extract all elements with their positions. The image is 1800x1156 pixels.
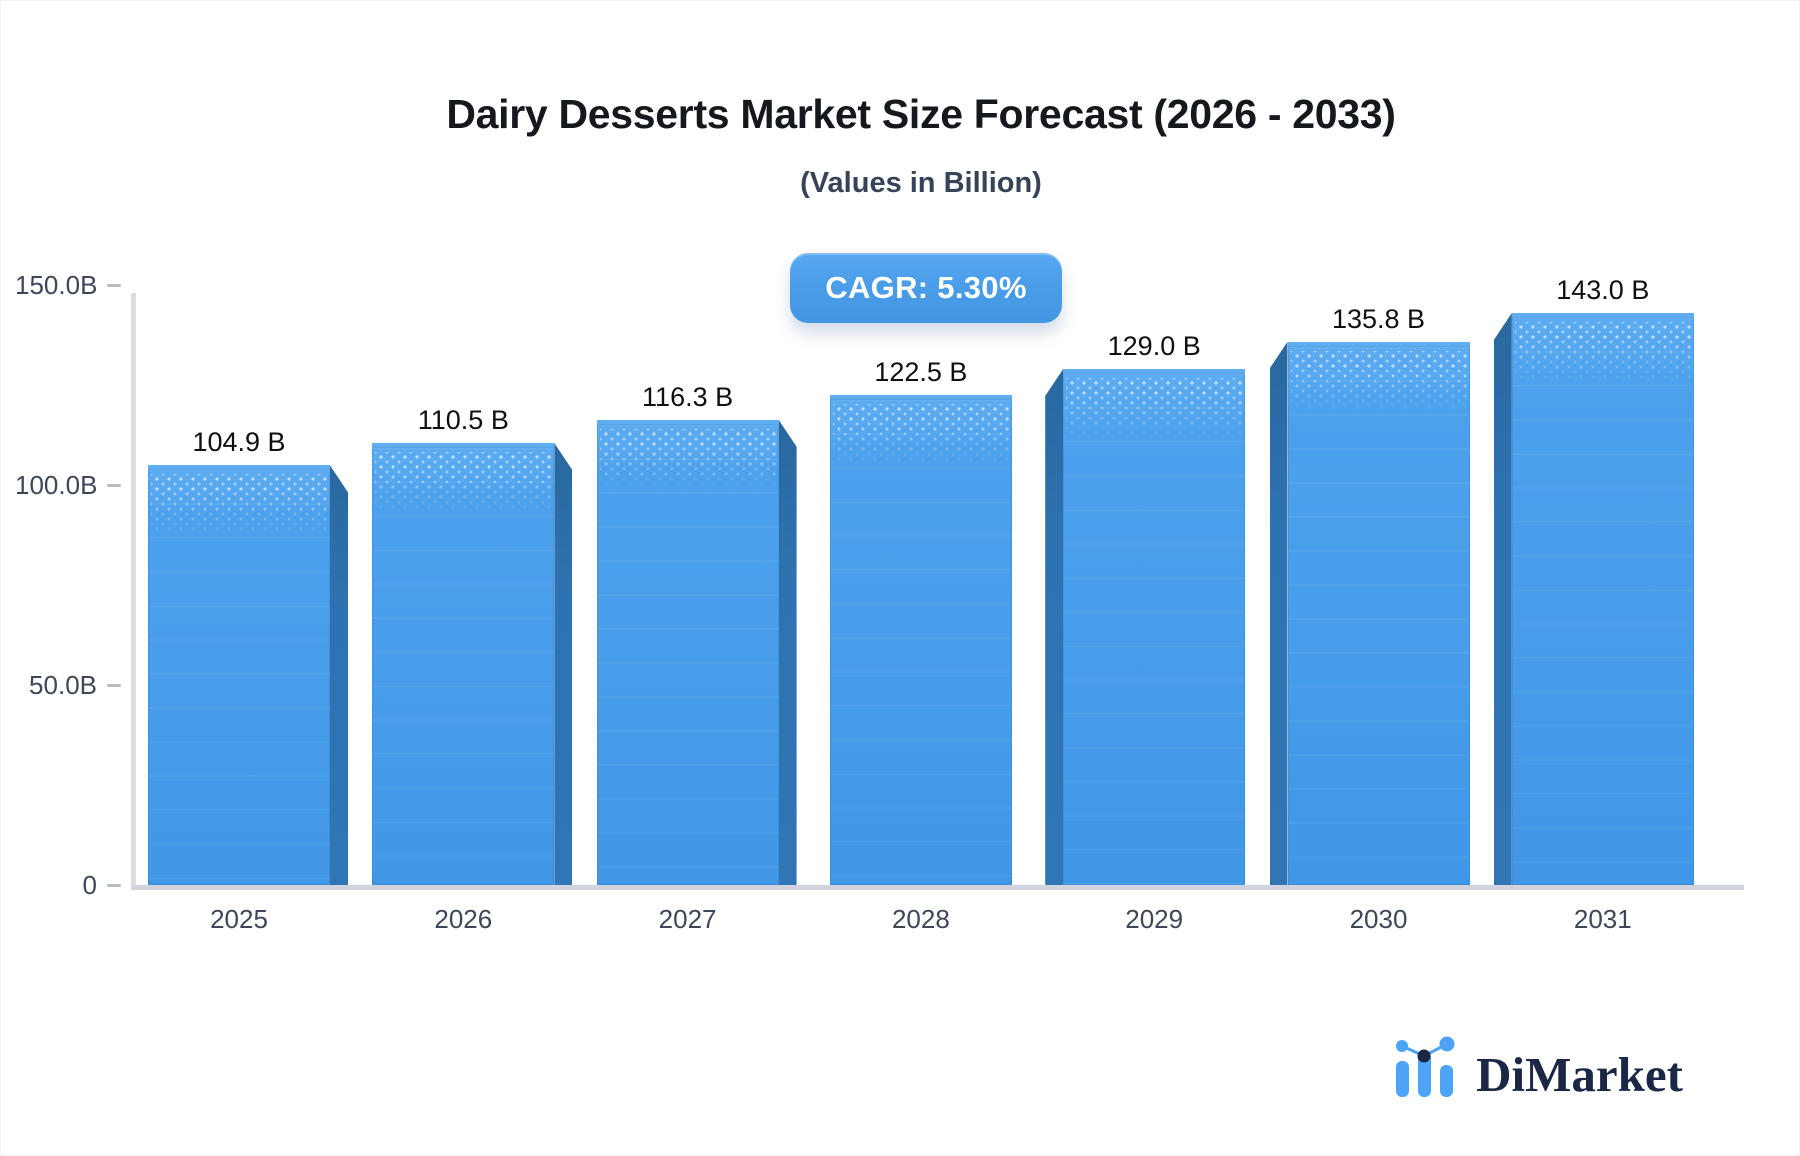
bar-face bbox=[1063, 369, 1246, 885]
bar-3d-edge bbox=[1045, 369, 1064, 885]
x-axis-label-2030: 2030 bbox=[1349, 904, 1408, 934]
y-axis-tick bbox=[107, 284, 121, 287]
y-axis-line bbox=[131, 293, 136, 890]
bar-value-label: 143.0 B bbox=[1556, 275, 1650, 305]
x-axis-baseline bbox=[131, 885, 1744, 890]
bar-3d-edge bbox=[1493, 313, 1512, 885]
chart-subtitle: (Values in Billion) bbox=[800, 167, 1042, 199]
bar-3d-edge bbox=[1269, 341, 1288, 885]
bar-face bbox=[829, 395, 1012, 885]
bar-3d-edge bbox=[778, 419, 797, 885]
bar-texture-dots bbox=[375, 452, 552, 514]
x-axis-label-2031: 2031 bbox=[1573, 904, 1632, 934]
y-axis-label: 100.0B bbox=[15, 470, 98, 500]
bar-2025 bbox=[148, 465, 348, 885]
bar-value-label: 110.5 B bbox=[417, 405, 509, 435]
x-axis-label-2029: 2029 bbox=[1125, 904, 1184, 934]
bar-value-label: 104.9 B bbox=[192, 427, 286, 458]
y-axis-label: 50.0B bbox=[29, 670, 97, 700]
y-axis-label: 150.0B bbox=[15, 270, 98, 300]
brand-logo: DiMarket bbox=[1394, 1035, 1683, 1099]
y-axis-label: 0 bbox=[82, 870, 97, 900]
bar-texture-dots bbox=[1066, 378, 1243, 440]
bar-texture-dots bbox=[832, 404, 1009, 466]
bar-face bbox=[372, 443, 555, 885]
bar-2026 bbox=[372, 443, 573, 885]
bar-face bbox=[1511, 313, 1694, 885]
logo-dot-right bbox=[1439, 1036, 1455, 1052]
bar-face bbox=[148, 465, 330, 885]
bar-texture-dots bbox=[1290, 350, 1467, 413]
bar-value-label: 129.0 B bbox=[1107, 331, 1201, 361]
y-axis-tick bbox=[107, 884, 121, 887]
bar-3d-edge bbox=[330, 465, 348, 885]
bar-texture-dots bbox=[599, 428, 776, 491]
bar-2030 bbox=[1269, 341, 1470, 885]
bar-2029 bbox=[1045, 369, 1246, 885]
bar-value-label: 135.8 B bbox=[1331, 303, 1426, 334]
bar-texture-dots bbox=[1514, 322, 1691, 384]
brand-name: DiMarket bbox=[1476, 1047, 1683, 1102]
chart-title: Dairy Desserts Market Size Forecast (202… bbox=[446, 91, 1396, 137]
x-axis-label-2027: 2027 bbox=[658, 904, 717, 934]
mini-bar-line-chart-icon bbox=[1396, 1036, 1455, 1097]
logo-dot-left bbox=[1396, 1040, 1409, 1052]
x-axis-label-2028: 2028 bbox=[891, 904, 950, 934]
bar-2027 bbox=[596, 419, 797, 885]
bar-2031 bbox=[1493, 313, 1694, 885]
bar-face bbox=[1287, 341, 1470, 885]
logo-dot-middle bbox=[1417, 1049, 1431, 1063]
x-axis-label-2025: 2025 bbox=[210, 904, 268, 934]
bar-3d-edge bbox=[554, 443, 573, 885]
y-axis-tick bbox=[107, 484, 121, 487]
bar-value-label: 122.5 B bbox=[874, 357, 968, 387]
bar-2028 bbox=[821, 395, 1021, 885]
x-axis-label-2026: 2026 bbox=[434, 904, 493, 934]
cagr-badge-label: CAGR: 5.30% bbox=[825, 270, 1027, 305]
y-axis-tick bbox=[107, 684, 121, 687]
cagr-badge: CAGR: 5.30% bbox=[790, 253, 1062, 323]
bar-face bbox=[596, 419, 779, 885]
bar-value-label: 116.3 B bbox=[642, 381, 734, 412]
bar-texture-dots bbox=[151, 474, 327, 537]
